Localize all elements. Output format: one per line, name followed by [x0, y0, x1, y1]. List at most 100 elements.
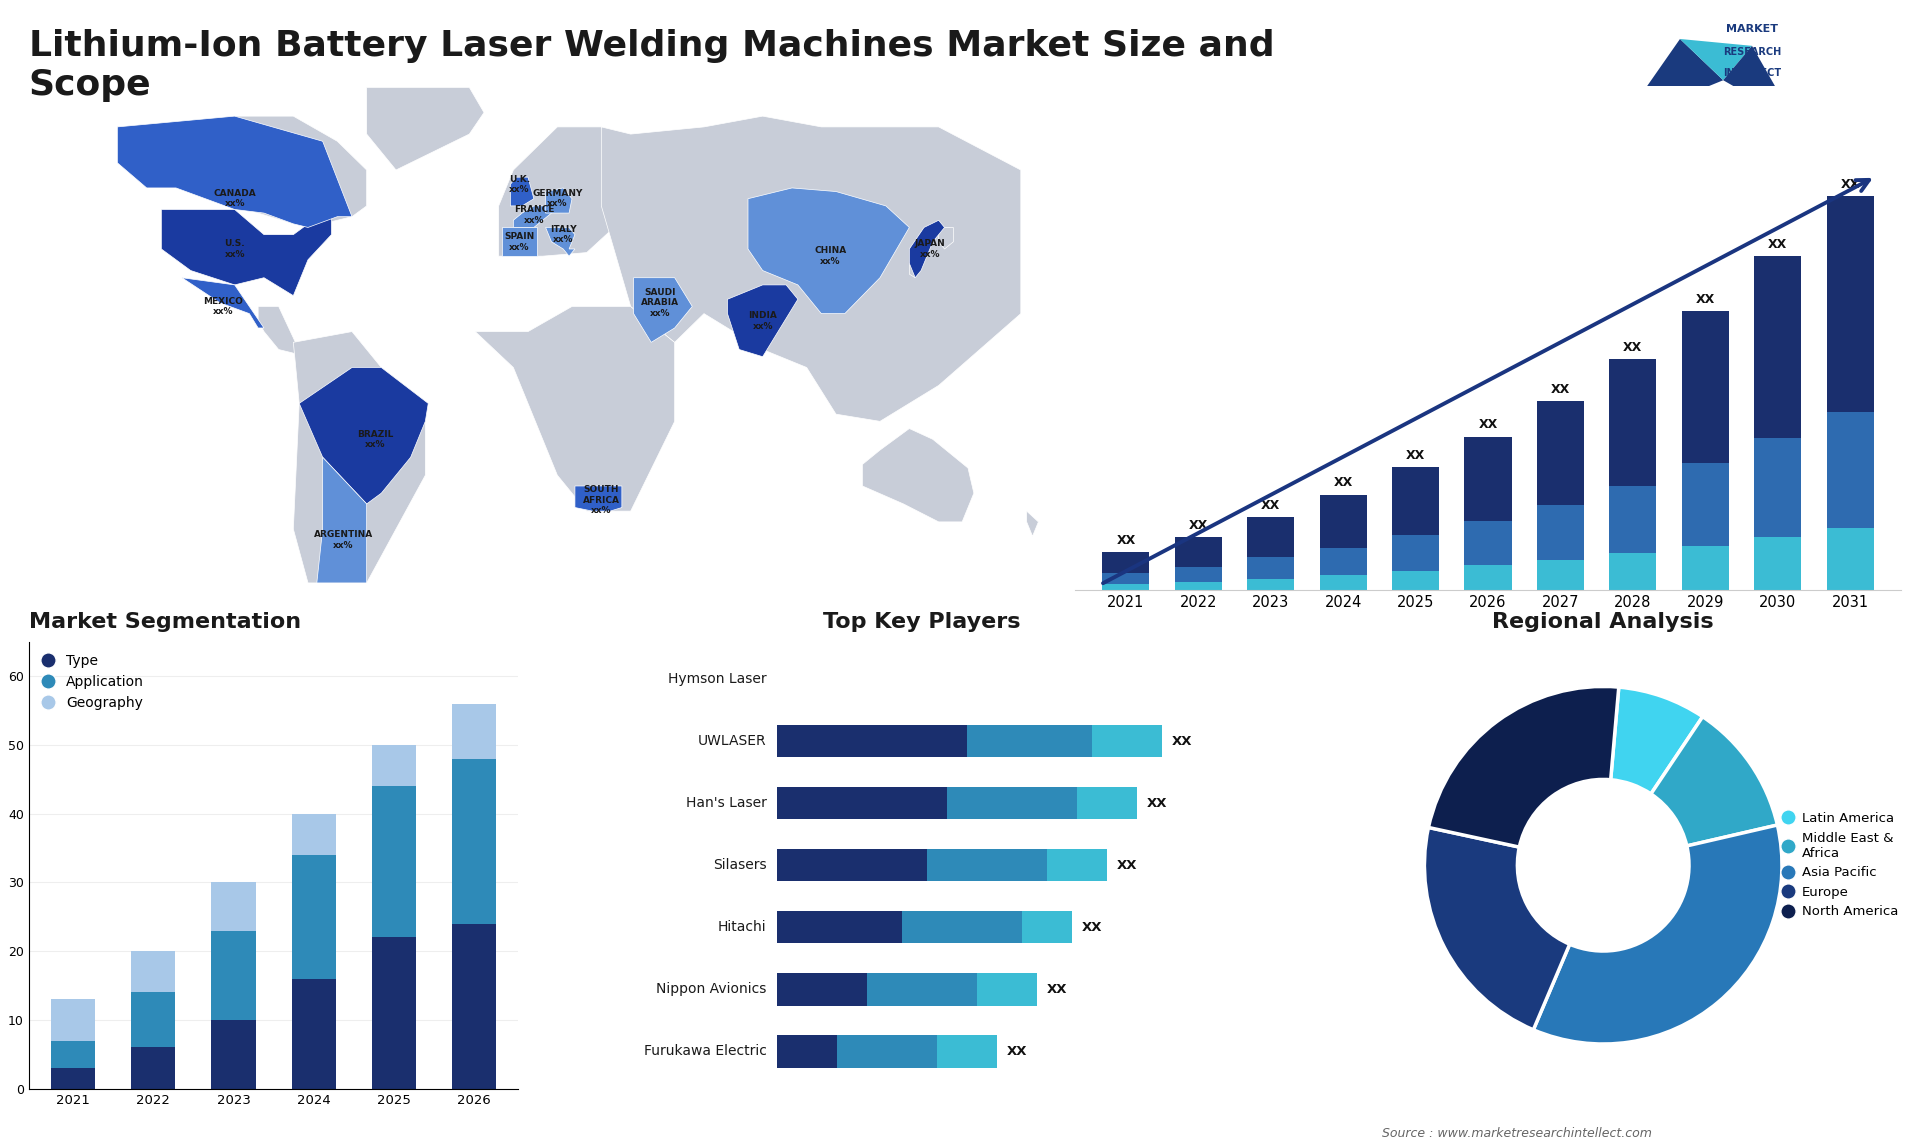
Bar: [1536, 505, 1584, 559]
Bar: [211, 931, 255, 1020]
Polygon shape: [161, 210, 332, 296]
Text: U.S.
xx%: U.S. xx%: [225, 240, 246, 259]
Polygon shape: [939, 227, 954, 249]
Text: ITALY
xx%: ITALY xx%: [549, 225, 576, 244]
Polygon shape: [910, 220, 945, 277]
Text: Hitachi: Hitachi: [718, 920, 766, 934]
Bar: [372, 786, 417, 937]
Bar: [211, 1020, 255, 1089]
Text: INTELLECT: INTELLECT: [1722, 68, 1782, 78]
Polygon shape: [367, 87, 484, 170]
Bar: [776, 787, 947, 819]
Bar: [902, 911, 1021, 943]
Text: BRAZIL
xx%: BRAZIL xx%: [357, 430, 394, 449]
Text: XX: XX: [1334, 477, 1354, 489]
Bar: [1248, 557, 1294, 579]
Text: XX: XX: [1116, 534, 1135, 547]
Bar: [1682, 545, 1728, 590]
Polygon shape: [317, 457, 367, 583]
Text: XX: XX: [1551, 383, 1571, 397]
Bar: [1248, 579, 1294, 590]
Bar: [1102, 573, 1150, 583]
Text: Lithium-Ion Battery Laser Welding Machines Market Size and
Scope: Lithium-Ion Battery Laser Welding Machin…: [29, 29, 1275, 102]
Polygon shape: [117, 116, 351, 227]
Bar: [1682, 312, 1728, 463]
Text: XX: XX: [1261, 499, 1281, 512]
Text: RESEARCH: RESEARCH: [1722, 47, 1782, 57]
Polygon shape: [35, 116, 367, 223]
Bar: [1755, 537, 1801, 590]
Text: XX: XX: [1188, 519, 1208, 532]
Bar: [1392, 468, 1440, 535]
Text: XX: XX: [1841, 178, 1860, 191]
Text: UWLASER: UWLASER: [697, 735, 766, 748]
Bar: [937, 1035, 996, 1068]
Bar: [372, 745, 417, 786]
Text: SOUTH
AFRICA
xx%: SOUTH AFRICA xx%: [584, 486, 620, 516]
Text: SPAIN
xx%: SPAIN xx%: [505, 233, 534, 251]
Text: JAPAN
xx%: JAPAN xx%: [914, 240, 945, 259]
Bar: [776, 973, 866, 1005]
Text: Market Segmentation: Market Segmentation: [29, 612, 301, 631]
Bar: [1046, 849, 1106, 881]
Bar: [1319, 575, 1367, 590]
Bar: [1392, 571, 1440, 590]
Bar: [1465, 521, 1511, 565]
Polygon shape: [511, 178, 534, 206]
Bar: [1465, 437, 1511, 521]
Text: MARKET: MARKET: [1726, 24, 1778, 34]
Bar: [1392, 535, 1440, 571]
Bar: [1755, 257, 1801, 438]
Bar: [927, 849, 1046, 881]
Text: SAUDI
ARABIA
xx%: SAUDI ARABIA xx%: [641, 288, 680, 317]
Bar: [977, 973, 1037, 1005]
Polygon shape: [182, 277, 265, 328]
Polygon shape: [294, 331, 426, 583]
Bar: [52, 999, 96, 1041]
Title: Regional Analysis: Regional Analysis: [1492, 612, 1715, 631]
Bar: [1021, 911, 1071, 943]
Polygon shape: [499, 127, 622, 257]
Bar: [131, 1047, 175, 1089]
Bar: [52, 1068, 96, 1089]
Bar: [1609, 359, 1657, 486]
Wedge shape: [1651, 716, 1778, 846]
Polygon shape: [862, 429, 973, 521]
Bar: [1175, 567, 1221, 582]
Bar: [1682, 463, 1728, 545]
Text: Hymson Laser: Hymson Laser: [668, 672, 766, 686]
Text: Han's Laser: Han's Laser: [685, 796, 766, 810]
Polygon shape: [501, 227, 538, 257]
Text: MEXICO
xx%: MEXICO xx%: [204, 297, 242, 316]
Text: ARGENTINA
xx%: ARGENTINA xx%: [313, 531, 372, 550]
Bar: [1465, 565, 1511, 590]
Polygon shape: [1680, 39, 1751, 80]
Bar: [776, 725, 966, 758]
Text: Furukawa Electric: Furukawa Electric: [643, 1044, 766, 1059]
Wedge shape: [1611, 688, 1703, 794]
Legend: Latin America, Middle East &
Africa, Asia Pacific, Europe, North America: Latin America, Middle East & Africa, Asi…: [1780, 807, 1905, 924]
Text: XX: XX: [1405, 449, 1425, 462]
Text: Source : www.marketresearchintellect.com: Source : www.marketresearchintellect.com: [1382, 1128, 1653, 1140]
Text: XX: XX: [1478, 418, 1498, 431]
Bar: [776, 1035, 837, 1068]
Bar: [1102, 552, 1150, 573]
Bar: [1609, 554, 1657, 590]
Text: GERMANY
xx%: GERMANY xx%: [532, 189, 582, 209]
Polygon shape: [1622, 39, 1722, 121]
Polygon shape: [300, 368, 428, 504]
Bar: [1319, 548, 1367, 575]
Polygon shape: [634, 277, 693, 343]
Polygon shape: [749, 188, 910, 314]
Bar: [776, 849, 927, 881]
Polygon shape: [257, 306, 301, 356]
Bar: [451, 759, 495, 924]
Bar: [776, 911, 902, 943]
Bar: [52, 1041, 96, 1068]
Bar: [1175, 582, 1221, 590]
Text: XX: XX: [1046, 983, 1068, 996]
Bar: [1092, 725, 1162, 758]
Bar: [837, 1035, 937, 1068]
Text: XX: XX: [1081, 920, 1102, 934]
Legend: Type, Application, Geography: Type, Application, Geography: [36, 649, 150, 716]
